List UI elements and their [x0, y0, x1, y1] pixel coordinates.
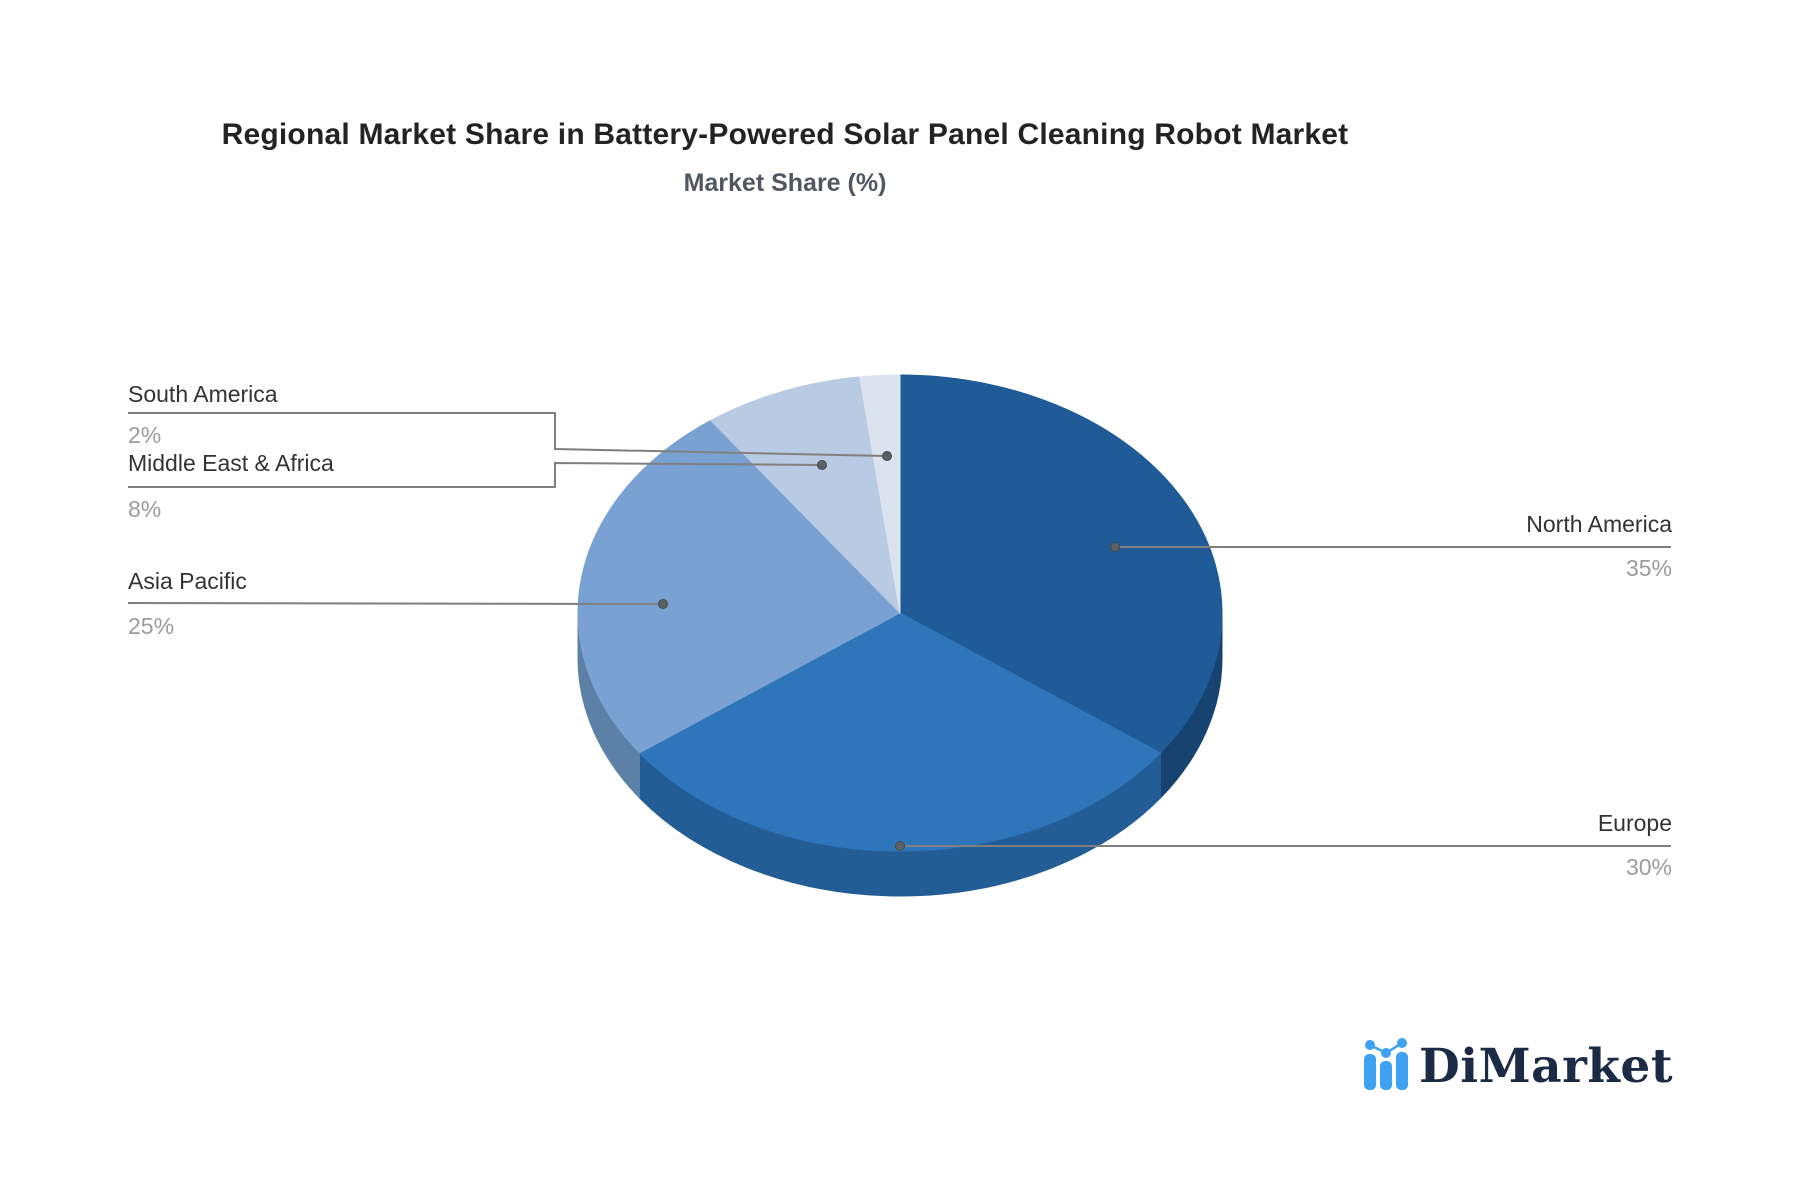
slice-value-europe: 30% [1625, 854, 1672, 880]
slice-value-north-america: 35% [1625, 555, 1672, 581]
leader-line-middle-east-africa [128, 461, 823, 488]
chart-subtitle: Market Share (%) [683, 169, 887, 197]
leader-line-asia-pacific [127, 602, 664, 605]
leader-dots [658, 451, 1120, 851]
slice-value-asia-pacific: 25% [128, 613, 175, 639]
leader-dot-europe [895, 841, 905, 851]
dimarket-logo: DiMarket [1363, 1038, 1673, 1090]
logo-text: DiMarket [1419, 1039, 1674, 1094]
leader-dot-north-america [1110, 542, 1120, 552]
leader-line-south-america [128, 412, 888, 457]
slice-value-south-america: 2% [128, 422, 162, 448]
chart-title: Regional Market Share in Battery-Powered… [221, 118, 1349, 151]
leader-dot-middle-east-africa [817, 460, 827, 470]
slice-value-middle-east-africa: 8% [128, 496, 162, 522]
slice-label-north-america: North America [1526, 511, 1672, 537]
bar-line-chart-icon [1364, 1038, 1408, 1090]
pie-slice-3[interactable] [709, 376, 901, 615]
slice-label-middle-east-africa: Middle East & Africa [128, 450, 334, 476]
leader-lines [127, 412, 1671, 847]
leader-dot-asia-pacific [658, 599, 668, 609]
pie-3d [577, 374, 1223, 897]
pie-slice-0[interactable] [899, 374, 1223, 754]
slice-label-europe: Europe [1597, 810, 1672, 836]
leader-dot-south-america [882, 451, 892, 461]
slice-label-asia-pacific: Asia Pacific [128, 568, 247, 594]
pie-slice-4[interactable] [859, 374, 901, 614]
slice-label-south-america: South America [128, 381, 278, 407]
